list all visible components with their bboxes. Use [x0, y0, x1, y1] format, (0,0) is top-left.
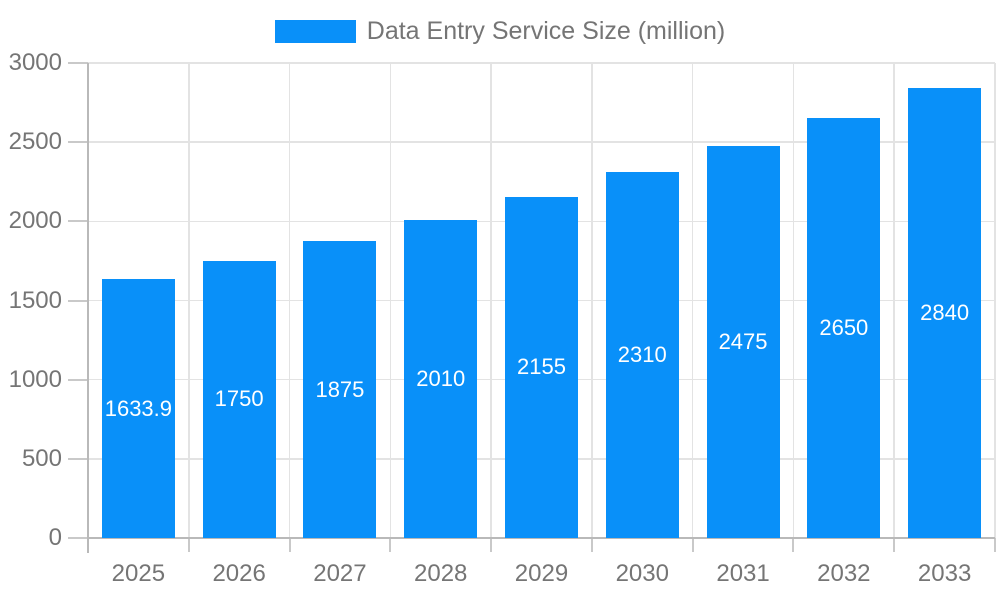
gridline-v	[188, 63, 190, 538]
y-axis-tick	[68, 141, 88, 144]
x-axis-tick	[590, 538, 593, 552]
x-axis-tick	[288, 538, 291, 552]
bar-value-label: 1875	[315, 376, 365, 402]
gridline-v	[591, 63, 593, 538]
x-axis-tick	[187, 538, 190, 552]
bar-value-label: 2475	[718, 329, 768, 355]
bar-2025[interactable]: 1633.9	[101, 279, 175, 538]
gridline-h	[88, 62, 995, 64]
bar-value-label: 1633.9	[104, 395, 173, 421]
y-axis-label: 500	[21, 444, 62, 472]
x-axis-tick	[792, 538, 795, 552]
x-axis-tick	[691, 538, 694, 552]
x-axis-label: 2033	[917, 560, 972, 587]
bar-value-label: 2650	[819, 315, 869, 341]
x-axis-label: 2027	[313, 560, 367, 587]
x-axis-label: 2026	[212, 560, 266, 587]
bar-2032[interactable]: 2650	[807, 118, 881, 538]
legend-label: Data Entry Service Size (million)	[366, 17, 726, 45]
gridline-v	[490, 63, 492, 538]
gridline-v	[994, 63, 996, 538]
bar-2033[interactable]: 2840	[908, 88, 982, 538]
x-axis-label: 2030	[615, 560, 669, 587]
gridline-v	[288, 63, 291, 538]
legend-swatch	[274, 20, 356, 43]
y-axis-label: 3000	[8, 49, 62, 76]
y-axis-label: 1000	[8, 365, 62, 393]
gridline-v	[389, 63, 392, 538]
bar-value-label: 2155	[517, 354, 566, 380]
bar-2028[interactable]: 2010	[404, 219, 478, 538]
x-axis-label: 2029	[514, 560, 569, 587]
y-axis-label: 1500	[8, 286, 62, 314]
x-axis-label: 2032	[817, 560, 871, 587]
x-axis-tick	[994, 538, 996, 552]
bar-2029[interactable]: 2155	[505, 196, 578, 538]
y-axis-tick	[68, 299, 88, 302]
gridline-v	[893, 63, 895, 538]
bar-2026[interactable]: 1750	[202, 260, 276, 538]
gridline-h	[88, 141, 995, 143]
bar-value-label: 2840	[920, 300, 970, 326]
x-axis-tick	[893, 538, 896, 552]
bar-2030[interactable]: 2310	[605, 172, 679, 538]
x-axis-label: 2025	[111, 560, 166, 587]
bar-value-label: 2010	[416, 365, 466, 391]
bar-value-label: 1750	[214, 386, 264, 412]
y-axis-tick	[68, 537, 88, 539]
x-axis-line	[88, 537, 995, 539]
y-axis-label: 2000	[8, 207, 62, 235]
y-axis-tick	[68, 457, 88, 460]
gridline-v	[792, 63, 795, 538]
y-axis-tick	[68, 62, 88, 64]
y-axis-line	[87, 63, 89, 553]
bar-2027[interactable]: 1875	[303, 241, 377, 538]
x-axis-tick	[490, 538, 493, 552]
y-axis-label: 2500	[8, 128, 62, 156]
y-axis-tick	[68, 220, 88, 223]
bar-2031[interactable]: 2475	[706, 146, 780, 538]
x-axis-label: 2031	[716, 560, 770, 587]
y-axis-tick	[68, 378, 88, 381]
gridline-v	[691, 63, 694, 538]
y-axis-label: 0	[48, 524, 62, 551]
x-axis-tick	[389, 538, 392, 552]
legend[interactable]: Data Entry Service Size (million)	[0, 17, 1000, 46]
x-axis-label: 2028	[414, 560, 468, 587]
bar-value-label: 2310	[617, 342, 667, 368]
